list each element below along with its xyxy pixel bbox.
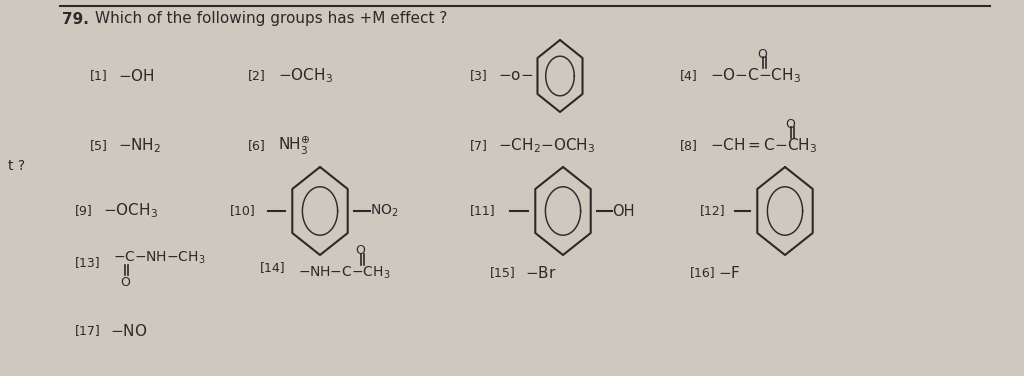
Text: $-$C$-$NH$-$CH$_3$: $-$C$-$NH$-$CH$_3$ (113, 250, 206, 266)
Text: O: O (757, 47, 767, 61)
Text: [13]: [13] (75, 256, 100, 270)
Text: $-$F: $-$F (718, 265, 740, 281)
Text: [11]: [11] (470, 205, 496, 217)
Text: OH: OH (612, 203, 635, 218)
Text: NO$_2$: NO$_2$ (370, 203, 398, 219)
Text: [9]: [9] (75, 205, 93, 217)
Text: O: O (355, 244, 365, 258)
Text: Which of the following groups has +M effect ?: Which of the following groups has +M eff… (95, 12, 447, 26)
Text: $-$NH$-$C$-$CH$_3$: $-$NH$-$C$-$CH$_3$ (298, 265, 390, 281)
Text: $-$O$-$C$-$CH$_3$: $-$O$-$C$-$CH$_3$ (710, 67, 801, 85)
Text: t ?: t ? (8, 159, 26, 173)
Text: O: O (120, 276, 130, 290)
Text: [14]: [14] (260, 261, 286, 274)
Text: [8]: [8] (680, 139, 698, 153)
Text: [1]: [1] (90, 70, 108, 82)
Text: [15]: [15] (490, 267, 516, 279)
Text: [2]: [2] (248, 70, 266, 82)
Text: $-$OH: $-$OH (118, 68, 155, 84)
Text: [4]: [4] (680, 70, 697, 82)
Text: $-$NH$_2$: $-$NH$_2$ (118, 136, 161, 155)
Text: NH$_3^{\oplus}$: NH$_3^{\oplus}$ (278, 135, 310, 157)
Text: [3]: [3] (470, 70, 487, 82)
Text: $-$CH$_2$$-$OCH$_3$: $-$CH$_2$$-$OCH$_3$ (498, 136, 595, 155)
Text: $-$CH$=$C$-$CH$_3$: $-$CH$=$C$-$CH$_3$ (710, 136, 817, 155)
Text: O: O (785, 117, 795, 130)
Text: 79.: 79. (62, 12, 89, 26)
Text: [7]: [7] (470, 139, 487, 153)
Text: $-$NO: $-$NO (110, 323, 147, 339)
Text: [12]: [12] (700, 205, 726, 217)
Text: $-$OCH$_3$: $-$OCH$_3$ (103, 202, 158, 220)
Text: [5]: [5] (90, 139, 108, 153)
Text: [16]: [16] (690, 267, 716, 279)
Text: $-$o$-$: $-$o$-$ (498, 68, 534, 83)
Text: [10]: [10] (230, 205, 256, 217)
Text: [6]: [6] (248, 139, 266, 153)
Text: $-$OCH$_3$: $-$OCH$_3$ (278, 67, 333, 85)
Text: $-$Br: $-$Br (525, 265, 557, 281)
Text: [17]: [17] (75, 324, 100, 338)
